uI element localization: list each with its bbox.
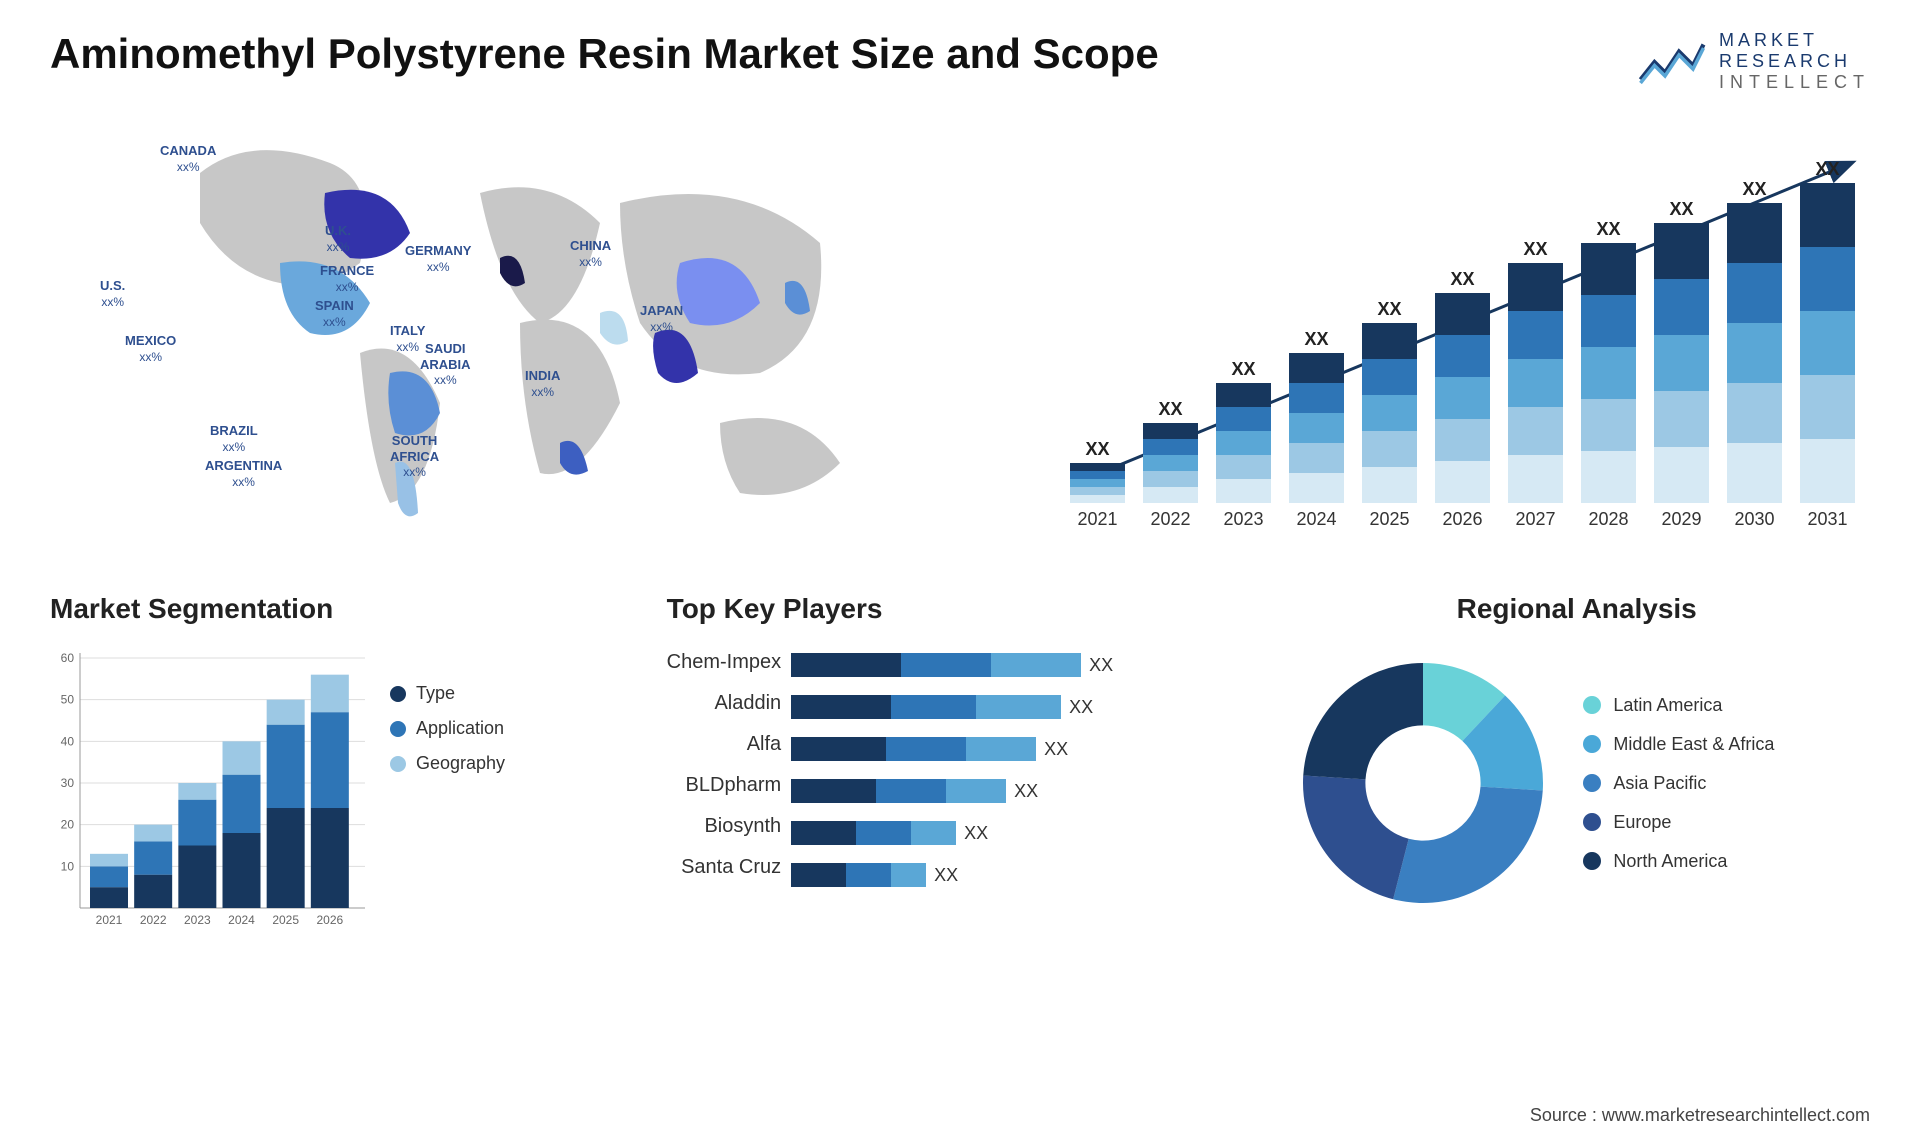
player-bar-row: XX bbox=[791, 737, 1253, 761]
svg-text:XX: XX bbox=[1158, 399, 1182, 419]
player-bar-row: XX bbox=[791, 695, 1253, 719]
market-size-chart: XX 2021 XX 2022 XX 2023 XX 2024 XX 2025 XX 2026 XX 20… bbox=[1050, 123, 1870, 543]
player-label: BLDpharm bbox=[667, 774, 781, 797]
players-title: Top Key Players bbox=[667, 593, 1254, 625]
map-label: CHINAxx% bbox=[570, 238, 611, 269]
segmentation-title: Market Segmentation bbox=[50, 593, 637, 625]
regional-title: Regional Analysis bbox=[1283, 593, 1870, 625]
world-map-panel: CANADAxx% U.S.xx%MEXICOxx% BRAZILxx% ARGENT… bbox=[50, 123, 1010, 543]
svg-text:XX: XX bbox=[1377, 299, 1401, 319]
svg-text:XX: XX bbox=[1231, 359, 1255, 379]
map-label: BRAZILxx% bbox=[210, 423, 258, 454]
map-label: ARGENTINAxx% bbox=[205, 458, 282, 489]
map-label: MEXICOxx% bbox=[125, 333, 176, 364]
svg-text:XX: XX bbox=[1085, 439, 1109, 459]
svg-text:XX: XX bbox=[1450, 269, 1474, 289]
players-bars: XX XX XX XX XX XX bbox=[791, 643, 1253, 887]
svg-text:XX: XX bbox=[1742, 179, 1766, 199]
segmentation-legend: Type Application Geography bbox=[390, 643, 505, 933]
svg-text:2023: 2023 bbox=[184, 913, 211, 927]
world-map bbox=[50, 123, 1010, 543]
svg-text:2028: 2028 bbox=[1588, 509, 1628, 529]
logo-line2: RESEARCH bbox=[1719, 51, 1870, 72]
svg-text:30: 30 bbox=[61, 776, 75, 790]
svg-text:20: 20 bbox=[61, 818, 75, 832]
svg-text:2031: 2031 bbox=[1807, 509, 1847, 529]
svg-text:2026: 2026 bbox=[316, 913, 343, 927]
logo-icon bbox=[1637, 37, 1707, 87]
logo-line3: INTELLECT bbox=[1719, 72, 1870, 93]
map-label: SAUDIARABIAxx% bbox=[420, 341, 471, 388]
regional-panel: Regional Analysis Latin America Middle Ea… bbox=[1283, 593, 1870, 933]
legend-item: Type bbox=[390, 683, 505, 704]
brand-logo: MARKET RESEARCH INTELLECT bbox=[1637, 30, 1870, 93]
regional-donut-chart bbox=[1283, 643, 1563, 923]
player-label: Santa Cruz bbox=[667, 856, 781, 879]
players-panel: Top Key Players Chem-Impex Aladdin Alfa BLD… bbox=[667, 593, 1254, 933]
svg-text:2024: 2024 bbox=[1296, 509, 1336, 529]
legend-item: Middle East & Africa bbox=[1583, 734, 1774, 755]
svg-text:XX: XX bbox=[1815, 159, 1839, 179]
svg-text:60: 60 bbox=[61, 651, 75, 665]
player-label: Aladdin bbox=[667, 692, 781, 715]
svg-text:40: 40 bbox=[61, 734, 75, 748]
svg-text:2021: 2021 bbox=[1077, 509, 1117, 529]
map-label: INDIAxx% bbox=[525, 368, 560, 399]
player-label: Chem-Impex bbox=[667, 651, 781, 674]
segmentation-chart: 10 20 30 40 50 60 2021 2022 2023 2024 2025 2026 bbox=[50, 643, 370, 933]
legend-item: North America bbox=[1583, 851, 1774, 872]
player-bar-row: XX bbox=[791, 863, 1253, 887]
player-bar-row: XX bbox=[791, 821, 1253, 845]
legend-item: Application bbox=[390, 718, 505, 739]
svg-text:2030: 2030 bbox=[1734, 509, 1774, 529]
svg-text:2025: 2025 bbox=[272, 913, 299, 927]
map-label: U.S.xx% bbox=[100, 278, 125, 309]
svg-text:2023: 2023 bbox=[1223, 509, 1263, 529]
player-label: Biosynth bbox=[667, 815, 781, 838]
map-label: JAPANxx% bbox=[640, 303, 683, 334]
legend-item: Latin America bbox=[1583, 695, 1774, 716]
svg-text:2027: 2027 bbox=[1515, 509, 1555, 529]
svg-text:XX: XX bbox=[1523, 239, 1547, 259]
player-bar-row: XX bbox=[791, 653, 1253, 677]
svg-text:2022: 2022 bbox=[1150, 509, 1190, 529]
svg-text:XX: XX bbox=[1596, 219, 1620, 239]
players-labels: Chem-Impex Aladdin Alfa BLDpharm Biosynth San… bbox=[667, 643, 781, 887]
svg-text:2024: 2024 bbox=[228, 913, 255, 927]
svg-text:2026: 2026 bbox=[1442, 509, 1482, 529]
legend-item: Asia Pacific bbox=[1583, 773, 1774, 794]
map-label: SOUTHAFRICAxx% bbox=[390, 433, 439, 480]
svg-text:XX: XX bbox=[1304, 329, 1328, 349]
player-bar-row: XX bbox=[791, 779, 1253, 803]
regional-legend: Latin America Middle East & Africa Asia Pa… bbox=[1583, 695, 1774, 872]
svg-text:2022: 2022 bbox=[140, 913, 167, 927]
logo-line1: MARKET bbox=[1719, 30, 1870, 51]
segmentation-panel: Market Segmentation 10 20 30 40 50 60 2021 2022… bbox=[50, 593, 637, 933]
svg-text:2029: 2029 bbox=[1661, 509, 1701, 529]
svg-text:10: 10 bbox=[61, 859, 75, 873]
svg-text:2025: 2025 bbox=[1369, 509, 1409, 529]
map-label: SPAINxx% bbox=[315, 298, 354, 329]
player-label: Alfa bbox=[667, 733, 781, 756]
svg-text:50: 50 bbox=[61, 693, 75, 707]
svg-text:XX: XX bbox=[1669, 199, 1693, 219]
map-label: FRANCExx% bbox=[320, 263, 374, 294]
svg-text:2021: 2021 bbox=[96, 913, 123, 927]
legend-item: Geography bbox=[390, 753, 505, 774]
legend-item: Europe bbox=[1583, 812, 1774, 833]
map-label: GERMANYxx% bbox=[405, 243, 471, 274]
page-title: Aminomethyl Polystyrene Resin Market Siz… bbox=[50, 30, 1159, 78]
map-label: CANADAxx% bbox=[160, 143, 216, 174]
source-attribution: Source : www.marketresearchintellect.com bbox=[1530, 1105, 1870, 1126]
map-label: U.K.xx% bbox=[325, 223, 351, 254]
